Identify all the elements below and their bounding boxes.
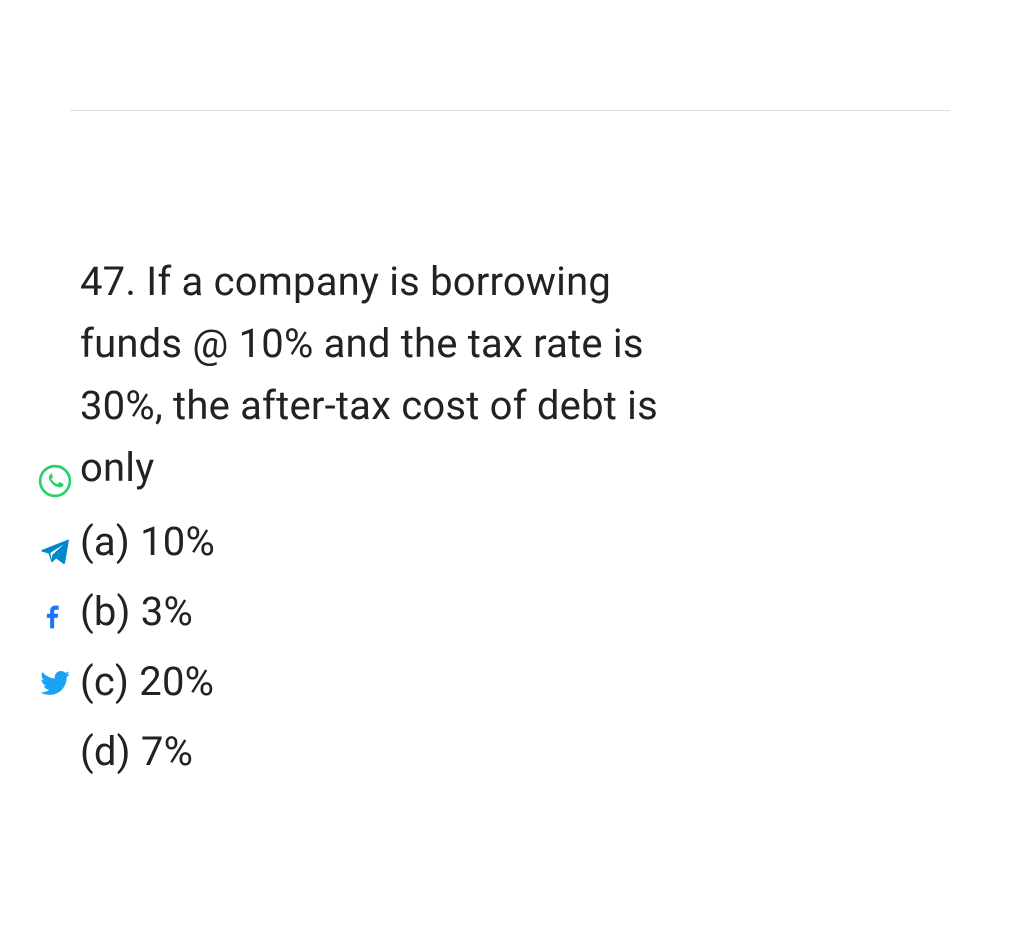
stem-line-4: only xyxy=(80,444,154,491)
share-icon-rail xyxy=(34,464,76,736)
question-block: 47. If a company is borrowing funds @ 10… xyxy=(70,251,950,787)
twitter-icon[interactable] xyxy=(38,666,72,700)
telegram-icon[interactable] xyxy=(38,534,72,568)
divider-line xyxy=(70,110,950,111)
question-number: 47. xyxy=(80,258,136,305)
stem-line-3: 30%, the after-tax cost of debt is xyxy=(80,382,658,429)
option-a[interactable]: (a) 10% xyxy=(80,507,950,577)
facebook-icon[interactable] xyxy=(38,600,72,634)
option-c[interactable]: (c) 20% xyxy=(80,647,950,717)
stem-line-2: funds @ 10% and the tax rate is xyxy=(80,320,644,367)
question-stem: 47. If a company is borrowing funds @ 10… xyxy=(80,251,950,499)
whatsapp-icon[interactable] xyxy=(38,464,72,498)
option-b[interactable]: (b) 3% xyxy=(80,577,950,647)
answer-options: (a) 10% (b) 3% (c) 20% (d) 7% xyxy=(80,507,950,787)
stem-line-1: If a company is borrowing xyxy=(146,258,611,305)
option-d[interactable]: (d) 7% xyxy=(80,717,950,787)
